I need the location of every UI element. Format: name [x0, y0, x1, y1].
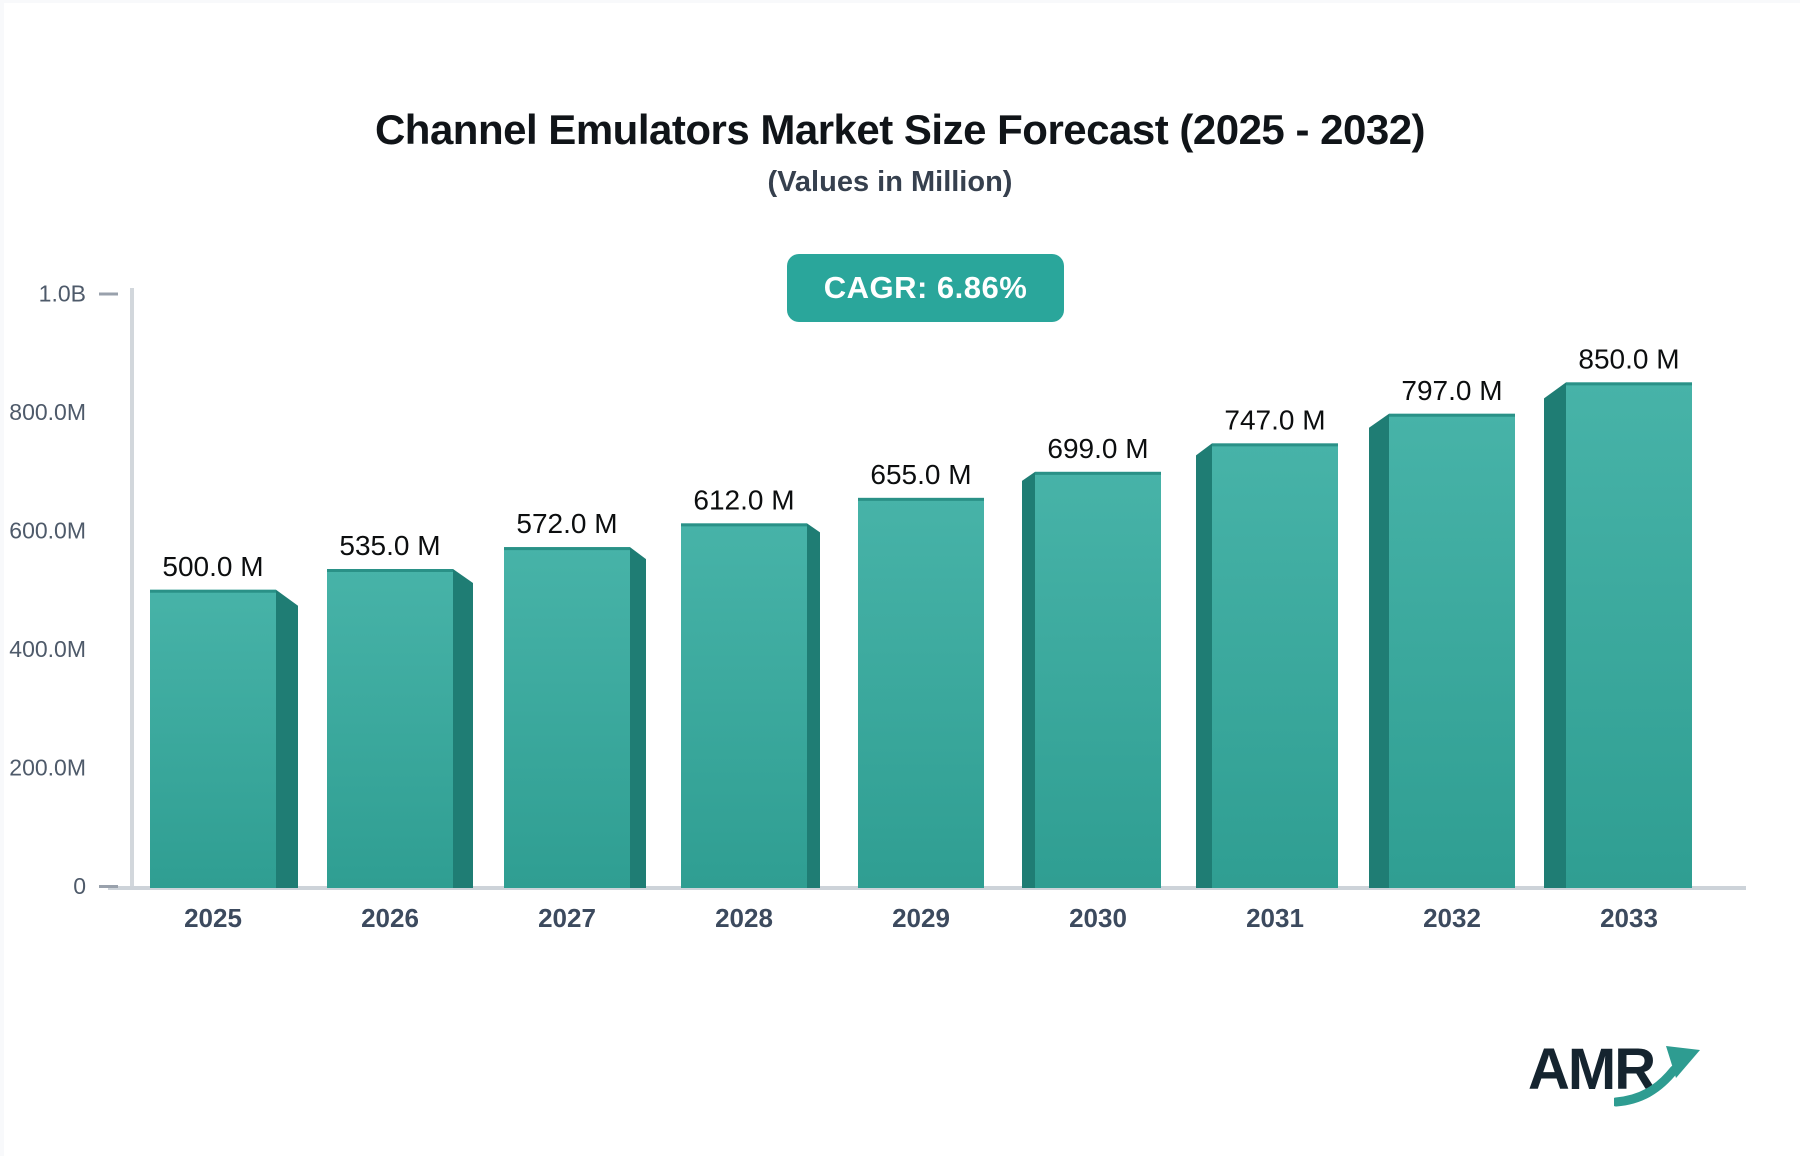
bar-2032 — [1389, 413, 1515, 888]
bar-side-2027 — [630, 547, 646, 888]
x-tick-label: 2026 — [361, 903, 419, 933]
amr-logo-text: AMR — [1528, 1037, 1656, 1102]
cagr-badge-label: CAGR: 6.86% — [823, 270, 1028, 305]
bar-value-label: 747.0 M — [1224, 404, 1325, 435]
bar-2028 — [681, 523, 807, 888]
bar-value-label: 850.0 M — [1578, 343, 1679, 374]
x-tick-label: 2031 — [1246, 903, 1304, 933]
chart-subtitle: (Values in Million) — [767, 166, 1013, 198]
x-tick-label: 2033 — [1600, 903, 1658, 933]
bar-2027 — [504, 547, 630, 888]
bar-2026 — [327, 569, 453, 888]
bar-side-2033 — [1544, 382, 1566, 888]
y-tick-label: 600.0M — [9, 518, 86, 544]
y-tick-dash — [99, 292, 118, 296]
bar-value-label: 612.0 M — [693, 484, 794, 515]
bar-value-label: 797.0 M — [1401, 375, 1502, 406]
bar-2033 — [1566, 382, 1692, 888]
bar-value-label: 572.0 M — [516, 508, 617, 539]
bar-side-2032 — [1369, 413, 1389, 888]
y-tick-label: 800.0M — [9, 399, 86, 425]
x-tick-label: 2025 — [184, 903, 242, 933]
y-tick-label: 400.0M — [9, 636, 86, 662]
bar-2025 — [150, 589, 276, 888]
bar-side-2025 — [276, 589, 298, 888]
y-tick-label: 1.0B — [39, 281, 86, 307]
x-tick-label: 2032 — [1423, 903, 1481, 933]
cagr-badge: CAGR: 6.86% — [787, 254, 1064, 322]
bar-side-2030 — [1022, 471, 1035, 888]
y-tick-label: 200.0M — [9, 755, 86, 781]
amr-logo: AMR — [1528, 1030, 1703, 1112]
bar-2031 — [1212, 443, 1338, 888]
growth-arrow-icon — [1614, 1046, 1700, 1107]
bar-side-2031 — [1196, 443, 1212, 888]
x-tick-label: 2029 — [892, 903, 950, 933]
y-tick-label: 0 — [73, 873, 86, 899]
bar-value-label: 500.0 M — [162, 551, 263, 582]
y-tick-dash — [99, 885, 118, 888]
x-tick-label: 2028 — [715, 903, 773, 933]
x-tick-label: 2030 — [1069, 903, 1127, 933]
bar-value-label: 655.0 M — [870, 459, 971, 490]
bar-side-2026 — [453, 569, 473, 888]
bar-value-label: 699.0 M — [1047, 433, 1148, 464]
bar-2029 — [858, 497, 984, 888]
bar-2030 — [1035, 471, 1161, 888]
y-axis-line — [130, 288, 134, 888]
chart-title: Channel Emulators Market Size Forecast (… — [374, 106, 1426, 153]
bar-side-2028 — [807, 523, 820, 888]
x-tick-label: 2027 — [538, 903, 596, 933]
bar-value-label: 535.0 M — [339, 530, 440, 561]
